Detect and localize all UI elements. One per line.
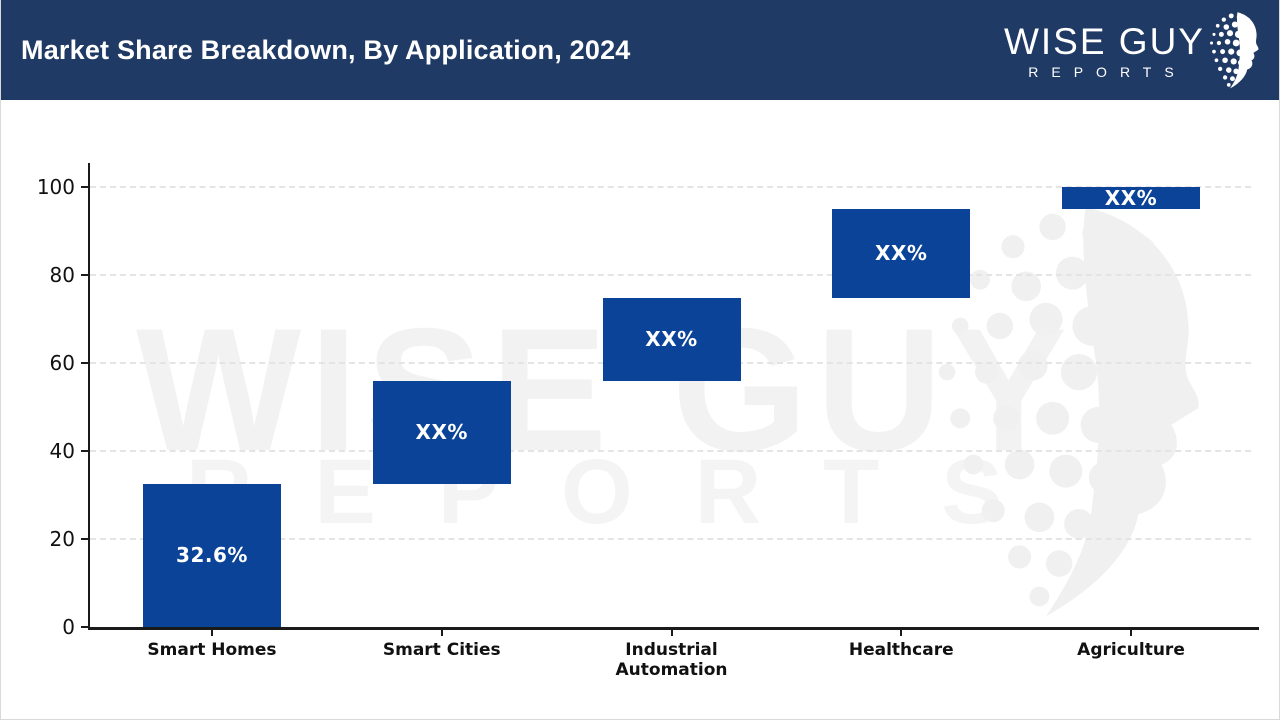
x-category-label: Agriculture xyxy=(1077,640,1185,660)
chart-area: WISE GUY REPORTS 0 20 40 60 80 100 32.6% Smart … xyxy=(1,100,1279,719)
logo-subtitle: REPORTS xyxy=(1028,63,1187,80)
logo-text: WISE GUY REPORTS xyxy=(1004,23,1205,80)
header: Market Share Breakdown, By Application, … xyxy=(1,0,1279,100)
gridline-40 xyxy=(90,450,1251,452)
y-tick-label-0: 0 xyxy=(62,615,75,639)
bar-smart-cities: XX% xyxy=(372,381,511,484)
x-category-label: Smart Homes xyxy=(147,640,277,660)
y-tick-label-20: 20 xyxy=(49,527,75,551)
bar-agriculture: XX% xyxy=(1062,187,1200,209)
bar-healthcare: XX% xyxy=(832,209,971,298)
y-tick-label-80: 80 xyxy=(49,263,75,287)
gridline-20 xyxy=(90,538,1251,540)
y-tick-label-100: 100 xyxy=(36,175,75,199)
bar-smart-homes: 32.6% xyxy=(143,483,281,627)
x-tickmark-4 xyxy=(1130,629,1132,636)
x-tickmark-3 xyxy=(900,629,903,636)
x-category-label: Smart Cities xyxy=(382,640,501,660)
bar-value-label: XX% xyxy=(875,241,928,266)
bar-industrial-automation: XX% xyxy=(602,297,741,382)
bar-value-label: XX% xyxy=(1104,186,1158,210)
x-tickmark-0 xyxy=(211,629,213,636)
x-axis-line xyxy=(88,627,1259,630)
wiseguy-logo: WISE GUY REPORTS xyxy=(1004,8,1267,94)
y-tickmark-60 xyxy=(81,362,88,364)
y-tick-label-40: 40 xyxy=(49,439,75,463)
y-axis-line xyxy=(88,163,90,629)
x-tickmark-2 xyxy=(670,629,673,636)
x-tickmark-1 xyxy=(440,629,443,636)
y-tickmark-0 xyxy=(81,626,88,628)
y-tick-label-60: 60 xyxy=(49,351,75,375)
x-category-label: Industrial Automation xyxy=(615,640,728,680)
y-tickmark-40 xyxy=(81,450,88,452)
logo-wordmark: WISE GUY xyxy=(1003,20,1205,62)
y-tickmark-80 xyxy=(81,274,88,276)
page-title: Market Share Breakdown, By Application, … xyxy=(21,34,631,65)
watermark-subtitle: REPORTS xyxy=(186,441,1065,543)
x-category-label: Healthcare xyxy=(848,640,954,660)
bar-value-label: XX% xyxy=(645,327,698,352)
bar-value-label: 32.6% xyxy=(176,543,248,568)
gridline-80 xyxy=(90,274,1251,276)
gridline-100 xyxy=(90,186,1251,188)
y-tickmark-20 xyxy=(81,538,88,540)
y-tickmark-100 xyxy=(81,186,88,188)
watermark-wordmark: WISE GUY xyxy=(136,293,1076,488)
bar-value-label: XX% xyxy=(415,420,468,445)
